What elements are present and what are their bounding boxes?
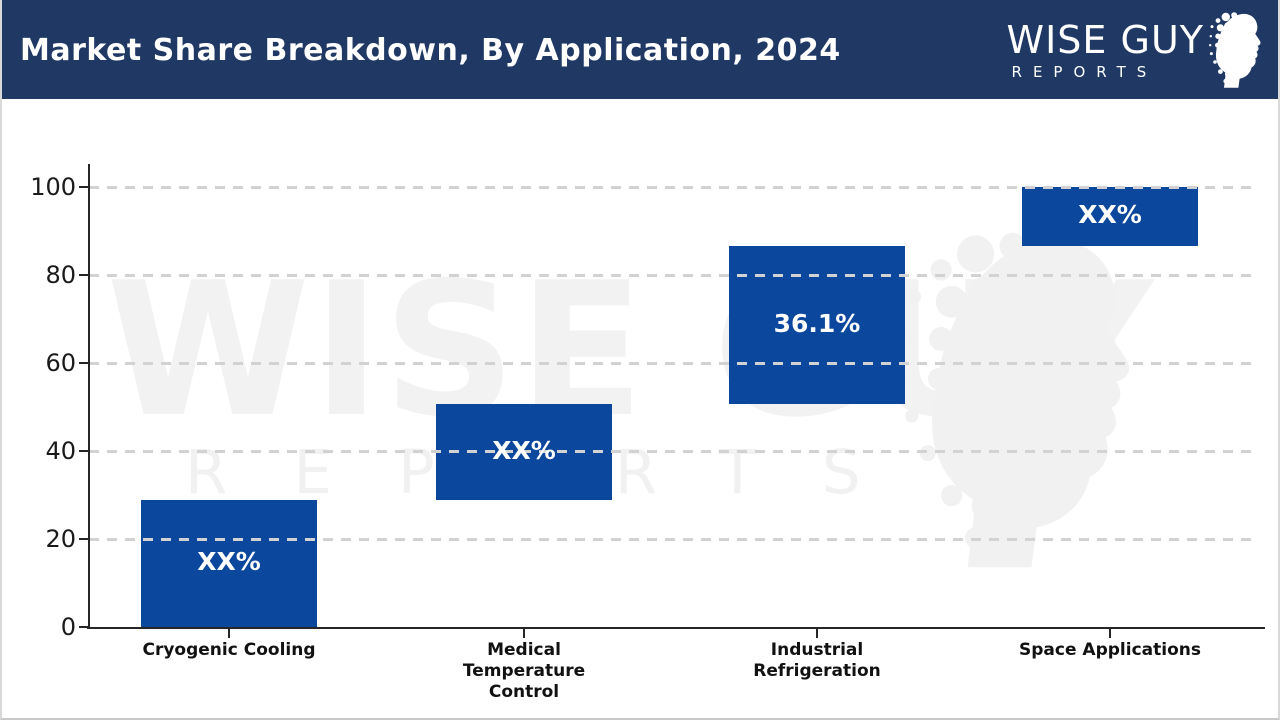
bar-value-label: XX% [197, 547, 261, 577]
xtick-mark-3 [1109, 629, 1111, 638]
logo-wiseguy-label: WISE GUY [1006, 17, 1204, 62]
wiseguy-logo: WISE GUY REPORTS [1007, 7, 1272, 93]
gridline-y100 [89, 186, 1253, 189]
chart-title: Market Share Breakdown, By Application, … [20, 33, 841, 68]
logo-reports-label: REPORTS [1011, 62, 1158, 81]
wiseguy-logo-text: WISE GUY REPORTS [1007, 20, 1204, 81]
ytick-label-80: 80 [45, 261, 76, 289]
xtick-label-2: Industrial Refrigeration [753, 640, 881, 681]
bar-value-label: XX% [1078, 200, 1142, 230]
gridline-y40 [89, 450, 1253, 453]
x-axis-line [87, 627, 1265, 629]
xtick-mark-0 [228, 629, 230, 638]
ytick-label-100: 100 [30, 173, 76, 201]
header-bar: Market Share Breakdown, By Application, … [0, 0, 1280, 99]
bar-industrial-refrigeration [729, 245, 905, 405]
ytick-mark-100 [79, 186, 88, 188]
ytick-label-60: 60 [45, 349, 76, 377]
xtick-label-1: Medical Temperature Control [462, 640, 586, 702]
y-axis-line [88, 164, 90, 629]
xtick-label-0: Cryogenic Cooling [142, 640, 316, 660]
ytick-label-40: 40 [45, 437, 76, 465]
ytick-mark-80 [79, 274, 88, 276]
ytick-mark-0 [79, 626, 88, 628]
gridline-y20 [89, 538, 1253, 541]
bar-value-label: 36.1% [773, 308, 861, 338]
bar-value-label: XX% [492, 436, 556, 466]
ytick-mark-20 [79, 538, 88, 540]
bar-cryogenic-cooling [141, 499, 317, 627]
ytick-label-20: 20 [45, 525, 76, 553]
wiseguy-face-icon [1209, 12, 1261, 88]
gridline-y60 [89, 362, 1253, 365]
ytick-mark-60 [79, 362, 88, 364]
xtick-mark-2 [816, 629, 818, 638]
bar-space-applications [1022, 187, 1198, 246]
ytick-mark-40 [79, 450, 88, 452]
gridline-y80 [89, 274, 1253, 277]
xtick-label-3: Space Applications [1019, 640, 1201, 660]
xtick-mark-1 [523, 629, 525, 638]
ytick-label-0: 0 [60, 613, 76, 641]
